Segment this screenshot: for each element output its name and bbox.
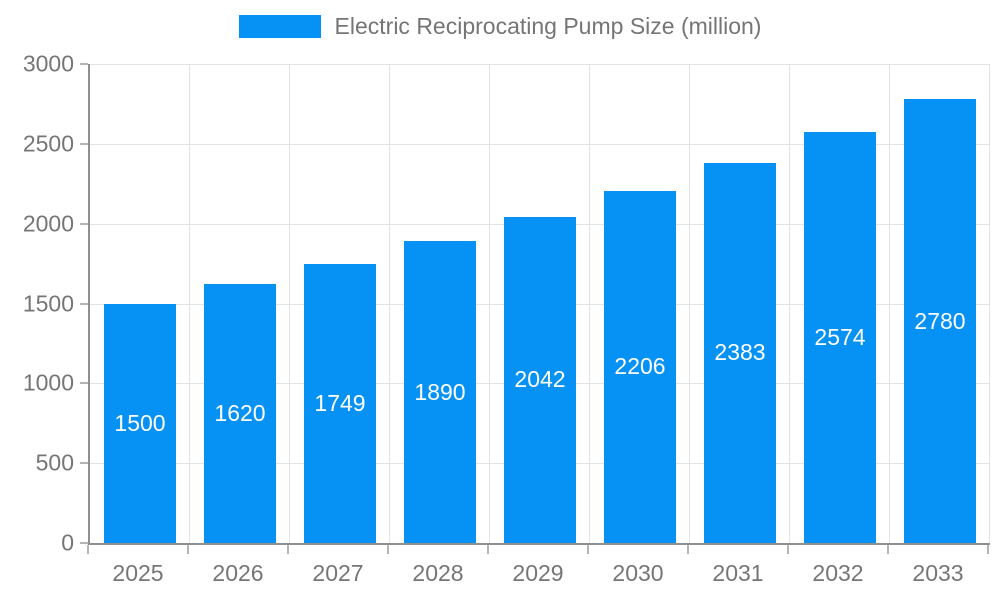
gridline-v (989, 64, 990, 543)
gridline-h (90, 143, 990, 145)
y-axis-label: 2000 (22, 210, 74, 237)
y-axis-label: 1500 (22, 290, 74, 316)
bar-value-label: 1890 (414, 378, 466, 405)
bar[interactable]: 2383 (704, 162, 776, 543)
y-axis-tick (80, 302, 88, 305)
x-axis-tick (487, 545, 489, 554)
bar[interactable]: 2780 (904, 99, 976, 543)
x-axis-label: 2032 (812, 560, 864, 586)
y-axis-label: 1000 (22, 369, 74, 396)
bar[interactable]: 2574 (804, 132, 876, 543)
y-axis-label: 0 (61, 529, 74, 556)
x-axis-label: 2031 (712, 560, 764, 586)
gridline-v (489, 64, 490, 543)
y-axis-label: 3000 (22, 50, 74, 77)
y-axis-tick (80, 462, 88, 465)
x-axis-label: 2033 (912, 560, 964, 586)
bar[interactable]: 2042 (504, 216, 576, 543)
y-axis-label: 2500 (22, 130, 74, 157)
x-axis-tick (187, 545, 189, 554)
bar-value-label: 2042 (514, 366, 566, 393)
bar-value-label: 2383 (714, 339, 766, 366)
gridline-h (90, 64, 990, 65)
y-axis-tick (80, 222, 88, 225)
bar-value-label: 2574 (814, 324, 866, 351)
gridline-v (389, 64, 390, 543)
legend: Electric Reciprocating Pump Size (millio… (0, 13, 1000, 39)
y-axis-tick (80, 142, 88, 145)
x-axis-label: 2027 (312, 560, 364, 586)
bar-value-label: 1620 (214, 400, 266, 427)
bar[interactable]: 1500 (104, 303, 176, 543)
x-axis-label: 2026 (212, 560, 264, 586)
x-axis-tick (787, 545, 789, 554)
gridline-v (289, 64, 290, 543)
bar-value-label: 1749 (314, 389, 366, 416)
x-axis-tick (887, 545, 889, 554)
y-axis-tick (80, 63, 88, 65)
bar-value-label: 2780 (914, 307, 966, 334)
gridline-v (189, 64, 190, 543)
bar-value-label: 1500 (114, 409, 166, 436)
gridline-v (789, 64, 790, 543)
gridline-v (889, 64, 890, 543)
y-axis-label: 500 (35, 449, 74, 476)
x-axis-tick (687, 545, 689, 554)
bar[interactable]: 1620 (204, 284, 276, 543)
x-axis-label: 2030 (612, 560, 664, 586)
gridline-v (689, 64, 690, 543)
x-axis-label: 2025 (112, 560, 164, 586)
y-axis-tick (80, 542, 88, 544)
legend-item[interactable]: Electric Reciprocating Pump Size (millio… (238, 13, 762, 39)
bar[interactable]: 1890 (404, 241, 476, 543)
bar[interactable]: 2206 (604, 190, 676, 543)
x-axis-tick (287, 545, 289, 554)
x-axis-label: 2028 (412, 560, 464, 586)
bar-value-label: 2206 (614, 353, 666, 380)
legend-swatch-icon (238, 15, 321, 39)
bar[interactable]: 1749 (304, 263, 376, 543)
x-axis-tick (587, 545, 589, 554)
x-axis-tick (987, 545, 989, 554)
y-axis-tick (80, 382, 88, 385)
x-axis-tick (387, 545, 389, 554)
gridline-v (589, 64, 590, 543)
x-axis-tick (87, 545, 89, 554)
legend-label: Electric Reciprocating Pump Size (millio… (334, 13, 762, 39)
plot-area: 1500 1620 1749 1890 2042 2206 2383 2574 2780 (88, 64, 990, 545)
x-axis-label: 2029 (512, 560, 564, 586)
